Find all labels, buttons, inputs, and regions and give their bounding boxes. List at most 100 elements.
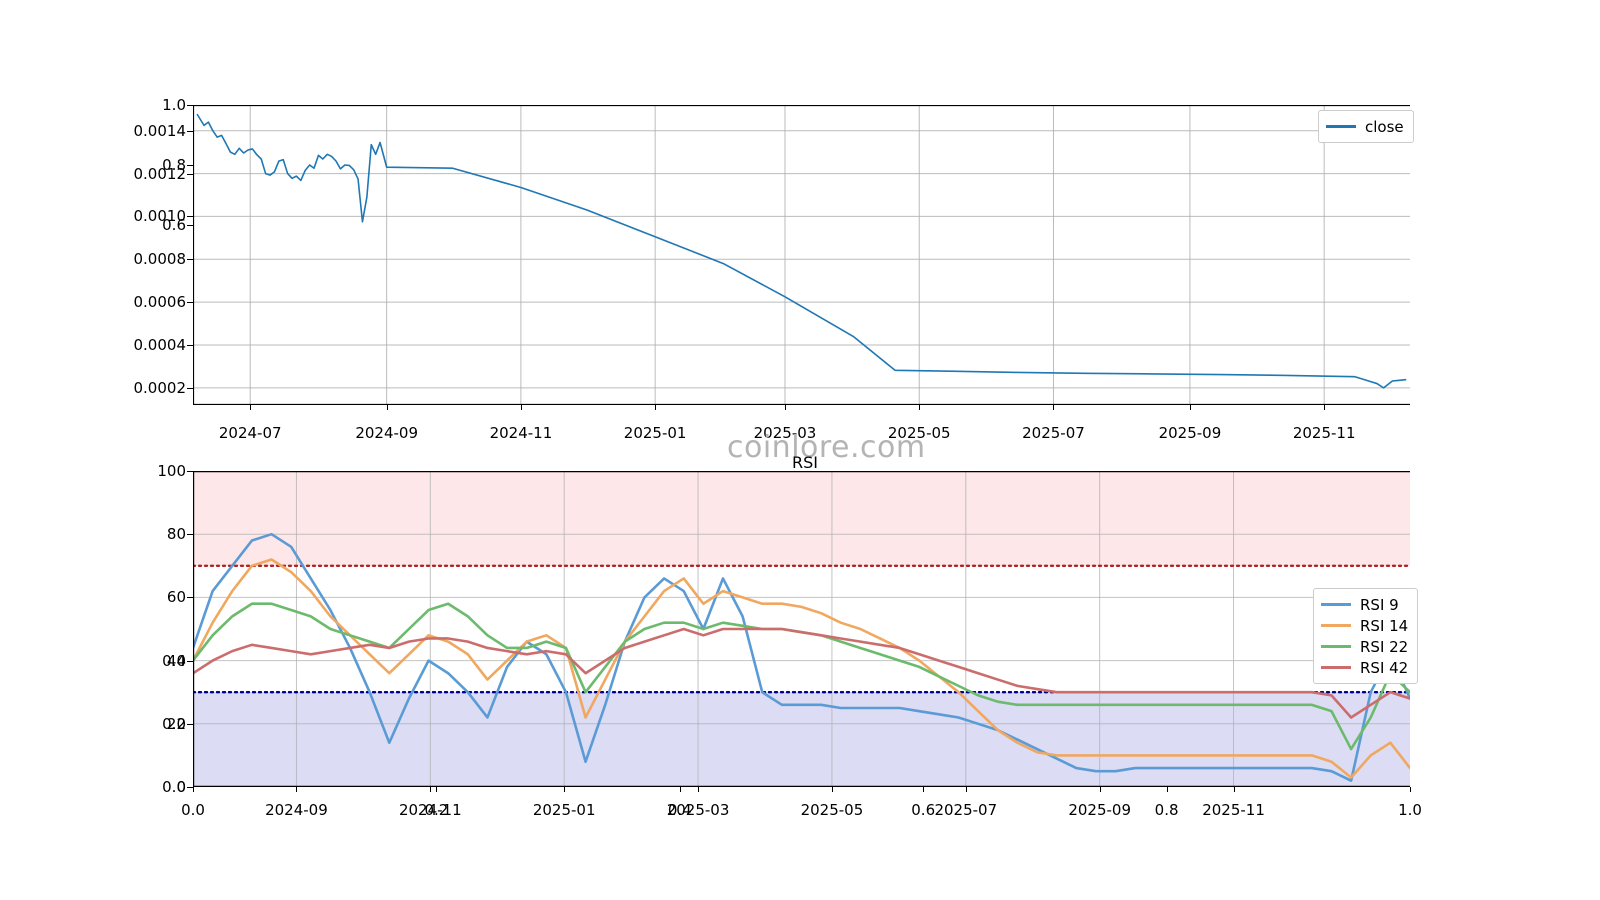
axis-tick-label: 0.0 <box>181 801 205 819</box>
axis-tick-label: 2025-03 <box>666 801 730 819</box>
axis-tick-mark <box>187 225 193 226</box>
price-legend[interactable]: close <box>1318 110 1414 143</box>
axis-tick-mark <box>187 165 193 166</box>
axis-tick-label: 1.0 <box>162 96 186 114</box>
legend-color-swatch <box>1321 603 1351 606</box>
axis-tick-mark <box>187 216 193 218</box>
legend-label: RSI 22 <box>1360 637 1409 656</box>
legend-item[interactable]: RSI 9 <box>1321 594 1408 615</box>
axis-tick-mark <box>655 405 657 410</box>
axis-tick-mark <box>965 787 967 792</box>
axis-tick-label: 60 <box>166 588 186 607</box>
axis-tick-label: 2025-07 <box>934 801 998 819</box>
axis-tick-mark <box>430 787 432 792</box>
axis-tick-label: 0.8 <box>162 156 186 174</box>
axis-tick-label: 2024-11 <box>398 801 462 819</box>
legend-color-swatch <box>1321 624 1351 627</box>
axis-tick-label: 0.2 <box>424 801 449 819</box>
legend-color-swatch <box>1326 125 1356 128</box>
rsi-chart-panel <box>193 471 1410 787</box>
axis-tick-label: 1.0 <box>1398 801 1422 819</box>
axis-tick-label: 20 <box>166 714 186 733</box>
axis-tick-label: 0 <box>176 778 186 796</box>
axis-tick-label: 2024-11 <box>489 424 553 442</box>
axis-tick-mark <box>679 787 681 792</box>
axis-tick-label: 80 <box>166 525 186 544</box>
legend-color-swatch <box>1321 666 1351 669</box>
axis-tick-mark <box>187 302 193 304</box>
axis-tick-mark <box>187 345 193 346</box>
axis-tick-label: 2025-09 <box>1068 801 1131 819</box>
axis-tick-label: 0.0006 <box>133 293 187 312</box>
legend-item[interactable]: RSI 42 <box>1321 657 1408 678</box>
axis-tick-mark <box>436 787 438 792</box>
axis-tick-mark <box>187 387 193 389</box>
axis-tick-mark <box>187 660 193 662</box>
axis-tick-mark <box>187 130 193 132</box>
legend-item[interactable]: RSI 14 <box>1321 615 1408 636</box>
axis-tick-label: 2024-09 <box>265 801 328 819</box>
axis-tick-mark <box>784 405 786 410</box>
axis-tick-mark <box>187 105 193 106</box>
axis-tick-label: 0.4 <box>162 651 186 670</box>
axis-tick-mark <box>1189 405 1191 410</box>
axis-tick-mark <box>564 787 566 792</box>
axis-tick-mark <box>187 723 193 725</box>
axis-tick-mark <box>1166 787 1168 792</box>
axis-tick-label: 0.0 <box>162 778 186 796</box>
axis-tick-label: 0.0002 <box>133 378 187 397</box>
axis-tick-mark <box>923 787 925 792</box>
price-chart-panel <box>193 105 1410 405</box>
axis-tick-label: 0.0004 <box>133 336 187 354</box>
axis-tick-mark <box>187 597 193 599</box>
axis-tick-mark <box>1053 405 1055 410</box>
axis-tick-label: 2025-01 <box>623 424 687 442</box>
axis-tick-mark <box>187 173 193 175</box>
axis-tick-label: 2024-09 <box>355 424 418 442</box>
axis-tick-label: 2025-03 <box>753 424 817 442</box>
axis-tick-mark <box>1324 405 1326 410</box>
watermark-coinlore: coinlore.com <box>727 430 926 465</box>
axis-tick-label: 2025-05 <box>887 424 951 442</box>
axis-tick-mark <box>1410 787 1411 792</box>
axis-tick-mark <box>1099 787 1101 792</box>
axis-tick-label: 0.6 <box>911 801 936 819</box>
axis-tick-mark <box>386 405 388 410</box>
price-plot-area <box>193 105 1410 405</box>
axis-tick-mark <box>296 787 298 792</box>
rsi-plot-area <box>193 471 1410 787</box>
legend-label: RSI 14 <box>1360 616 1409 635</box>
legend-label: RSI 42 <box>1360 658 1409 677</box>
axis-tick-label: 2025-11 <box>1202 801 1265 819</box>
axis-tick-label: 2025-11 <box>1292 424 1356 442</box>
axis-tick-mark <box>187 471 193 472</box>
axis-tick-label: 0.0010 <box>133 207 187 226</box>
axis-tick-label: 2025-05 <box>800 801 864 819</box>
axis-tick-label: 40 <box>166 651 186 670</box>
axis-tick-mark <box>187 259 193 261</box>
axis-tick-label: 0.6 <box>162 216 186 234</box>
axis-tick-mark <box>250 405 252 410</box>
legend-label: RSI 9 <box>1360 595 1399 614</box>
axis-tick-mark <box>187 787 193 788</box>
legend-item[interactable]: close <box>1326 116 1404 137</box>
axis-tick-label: 2025-01 <box>532 801 596 819</box>
axis-tick-label: 100 <box>157 462 186 480</box>
axis-tick-label: 2024-07 <box>218 424 282 442</box>
axis-tick-label: 0.0014 <box>133 121 187 140</box>
legend-color-swatch <box>1321 645 1351 648</box>
axis-tick-label: 0.0012 <box>133 164 187 183</box>
axis-tick-label: 2025-07 <box>1022 424 1085 442</box>
rsi-legend[interactable]: RSI 9 RSI 14 RSI 22 RSI 42 <box>1313 588 1419 684</box>
axis-tick-mark <box>193 787 194 792</box>
axis-tick-mark <box>187 534 193 536</box>
rsi-panel-title: RSI <box>792 453 818 472</box>
axis-tick-mark <box>1233 787 1235 792</box>
axis-tick-mark <box>698 787 700 792</box>
legend-label: close <box>1365 117 1404 136</box>
axis-tick-label: 0.8 <box>1154 801 1179 819</box>
axis-tick-label: 0.4 <box>667 801 692 819</box>
legend-item[interactable]: RSI 22 <box>1321 636 1408 657</box>
axis-tick-label: 0.2 <box>162 714 186 733</box>
